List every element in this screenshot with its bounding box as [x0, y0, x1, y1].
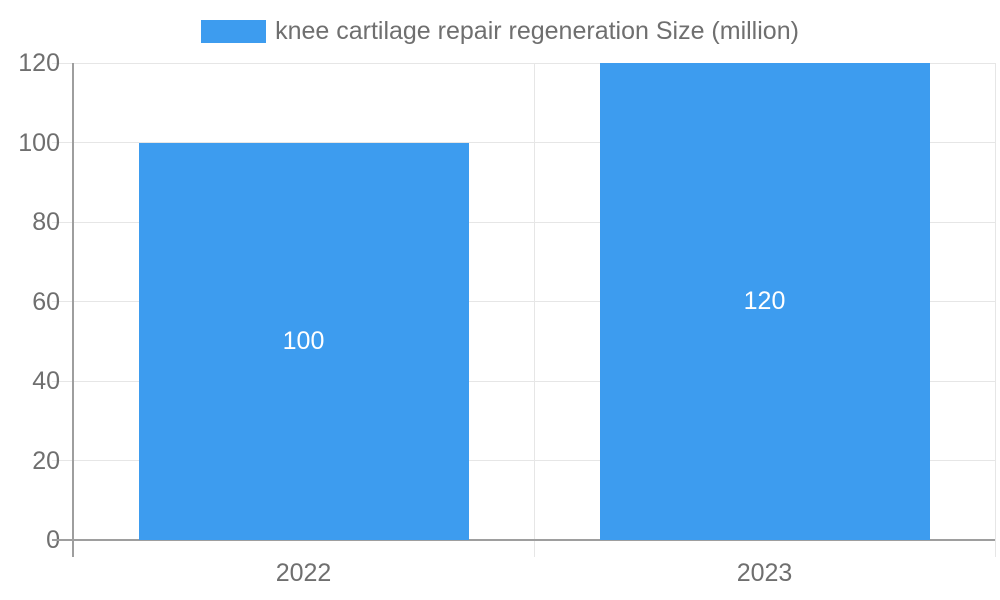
legend-label: knee cartilage repair regeneration Size … — [275, 17, 799, 45]
y-axis-tick-label: 20 — [32, 446, 60, 475]
bar-2022[interactable]: 100 — [138, 142, 469, 540]
x-gridline — [533, 63, 535, 557]
y-gridline — [52, 62, 995, 64]
y-gridline — [52, 301, 995, 302]
bar-value-label: 120 — [743, 287, 786, 315]
y-axis-tick-label: 40 — [32, 367, 60, 395]
y-axis-line — [72, 63, 74, 557]
bar-2023[interactable]: 120 — [599, 63, 930, 540]
legend[interactable]: knee cartilage repair regeneration Size … — [0, 17, 1000, 45]
y-axis-tick-label: 0 — [0, 525, 60, 555]
y-axis-tick-label: 120 — [18, 49, 60, 77]
y-axis-tick-label: 60 — [32, 287, 60, 316]
y-axis-tick-label: 80 — [32, 208, 60, 236]
legend-swatch — [201, 19, 267, 43]
y-gridline — [52, 142, 995, 143]
bar-value-label: 100 — [282, 326, 325, 355]
x-axis-line — [52, 539, 995, 541]
plot-right-border — [994, 63, 996, 557]
y-gridline — [52, 380, 995, 382]
y-gridline — [52, 460, 995, 461]
y-gridline — [52, 221, 995, 223]
y-axis-tick-label: 100 — [18, 128, 60, 157]
x-axis-tick-label: 2022 — [275, 559, 332, 587]
x-axis-tick-label: 2023 — [736, 559, 793, 587]
